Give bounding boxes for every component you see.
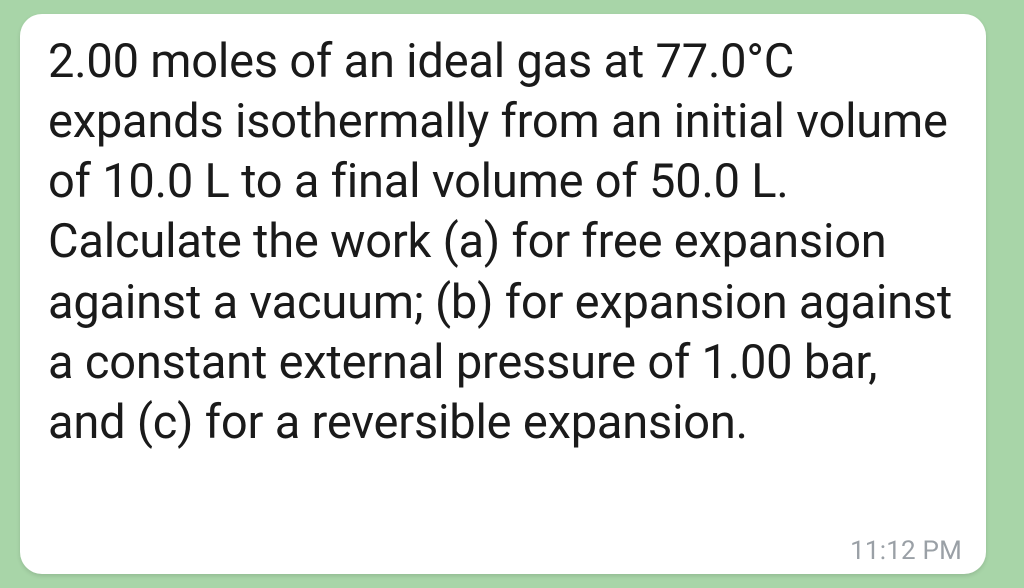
question-text: 2.00 moles of an ideal gas at 77.0°C exp… [48,32,958,453]
message-bubble: 2.00 moles of an ideal gas at 77.0°C exp… [20,14,986,574]
message-timestamp: 11:12 PM [850,536,962,566]
